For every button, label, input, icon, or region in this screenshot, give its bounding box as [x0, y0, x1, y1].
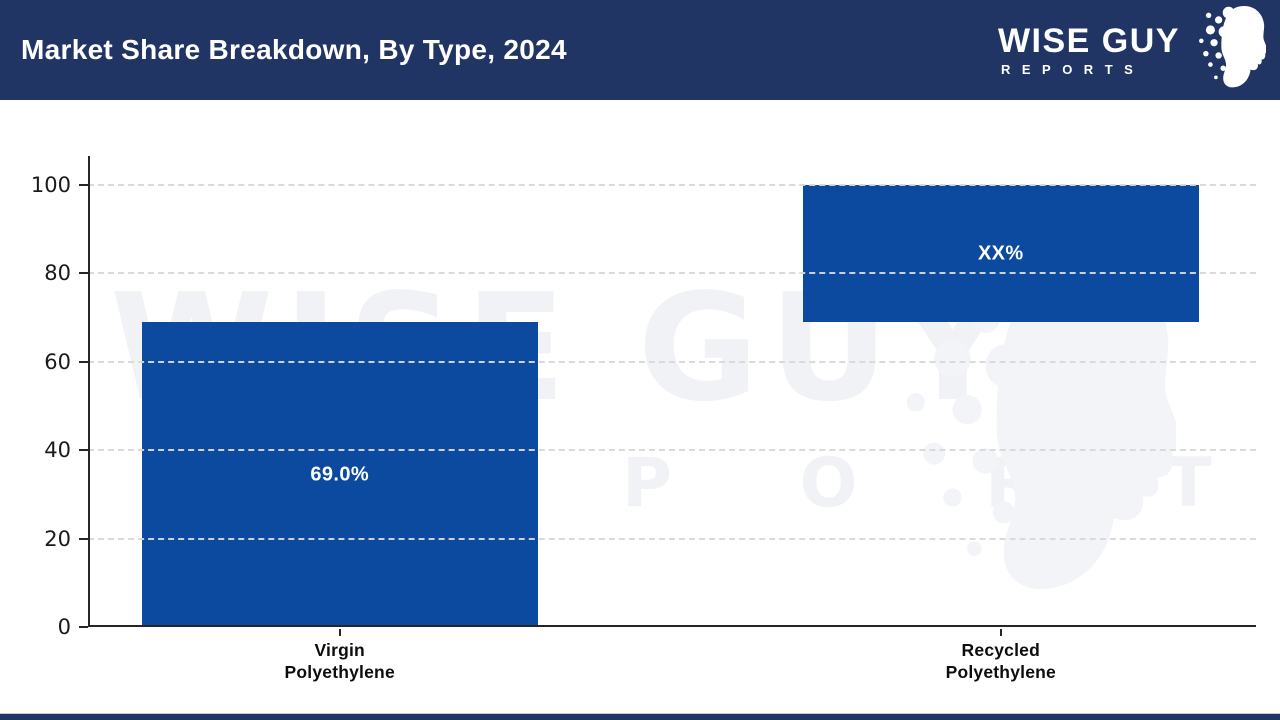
y-tick-mark	[79, 626, 88, 628]
footer-bar	[0, 713, 1280, 720]
y-gridline	[88, 449, 1256, 452]
x-category-label: Virgin Polyethylene	[180, 640, 500, 683]
x-category-label-line: Polyethylene	[284, 661, 395, 682]
y-tick-mark	[79, 184, 88, 186]
brand-logo-text: WISE GUY REPORTS	[998, 24, 1180, 76]
brand-subtitle: REPORTS	[1000, 62, 1145, 77]
x-category-label-line: Virgin	[314, 640, 365, 660]
y-tick-label: 100	[30, 173, 71, 197]
x-tick-mark	[338, 629, 341, 636]
y-tick-label: 60	[44, 349, 71, 374]
y-gridline	[88, 272, 1256, 275]
wiseguy-face-icon	[1184, 4, 1266, 96]
y-gridline	[88, 360, 1256, 363]
y-tick-mark	[79, 360, 88, 363]
bar-virgin-polyethylene	[141, 322, 538, 627]
y-tick-label: 40	[44, 438, 71, 463]
bar-value-label: XX%	[977, 242, 1024, 264]
y-tick-mark	[79, 537, 88, 540]
bar-value-label: 69.0%	[310, 463, 370, 485]
y-tick-mark	[79, 272, 88, 275]
header-bar: Market Share Breakdown, By Type, 2024 WI…	[0, 0, 1280, 100]
brand-name: WISE GUY	[997, 22, 1180, 60]
y-tick-label: 20	[44, 526, 71, 551]
brand-logo: WISE GUY REPORTS	[998, 4, 1266, 96]
page-title: Market Share Breakdown, By Type, 2024	[21, 34, 567, 65]
plot-area: 0 20 40 60 80 100 69.0% Virgin Polyethylene XX% Re…	[31, 156, 1256, 682]
x-category-label: Recycled Polyethylene	[841, 640, 1161, 683]
y-axis-line	[88, 156, 90, 627]
bar-recycled-polyethylene	[802, 185, 1199, 323]
x-axis-line	[88, 625, 1256, 627]
y-tick-label: 0	[57, 615, 71, 639]
y-gridline	[88, 184, 1256, 186]
y-tick-label: 80	[44, 261, 71, 286]
x-category-label-line: Recycled	[961, 640, 1040, 660]
y-gridline	[88, 537, 1256, 540]
x-tick-mark	[999, 629, 1002, 636]
y-tick-mark	[79, 449, 88, 452]
x-category-label-line: Polyethylene	[945, 661, 1056, 682]
